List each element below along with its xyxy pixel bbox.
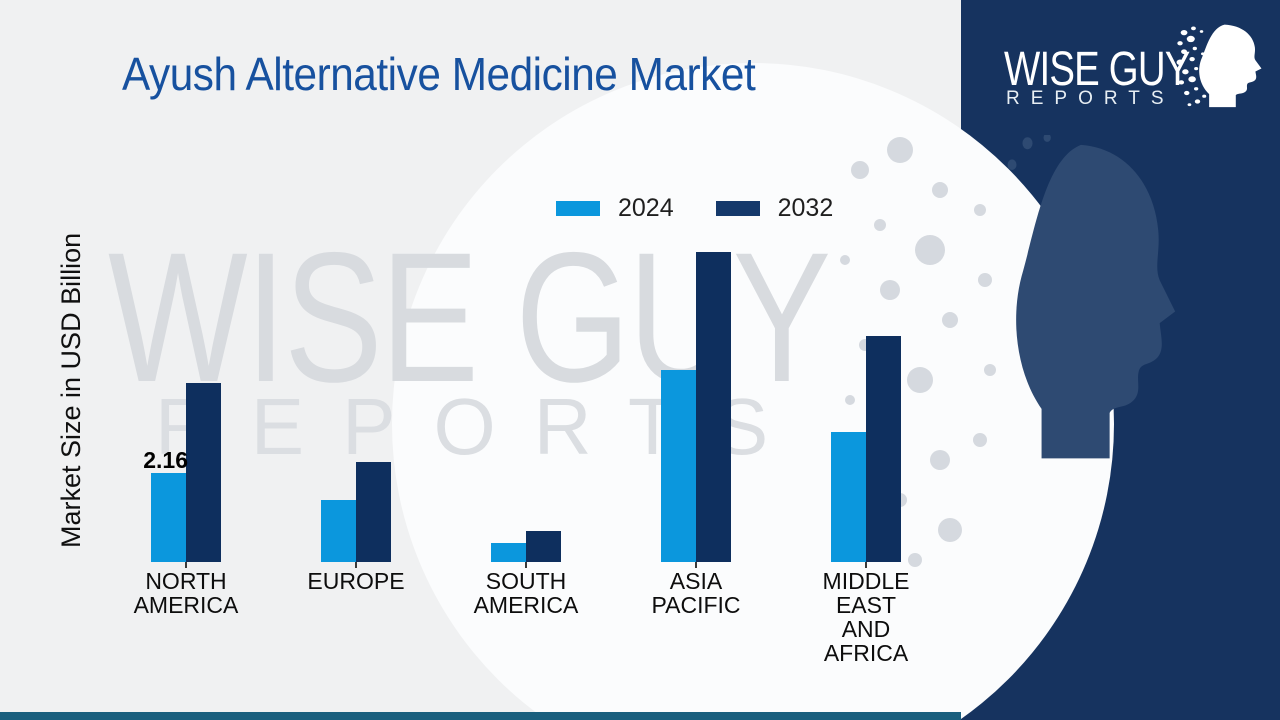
y-axis-label: Market Size in USD Billion: [56, 232, 86, 548]
face-profile-watermark-icon: [1007, 135, 1176, 459]
bar-2032-asia-pacific: [696, 252, 731, 562]
chart-legend: 2024 2032: [556, 196, 833, 221]
legend-item-2032: 2032: [715, 194, 834, 222]
bar-2024-middle-east-and-africa: [831, 432, 866, 562]
logo-subtext: REPORTS: [1006, 88, 1175, 109]
watermark-head-circle: [392, 63, 1114, 720]
bar-2024-south-america: [491, 543, 526, 562]
legend-item-2024: 2024: [556, 196, 674, 221]
bar-2032-north-america: [186, 383, 221, 562]
logo-dotted-head-icon: [1176, 24, 1262, 108]
bar-2024-asia-pacific: [661, 370, 696, 562]
x-axis-tick: [355, 562, 357, 568]
bar-2032-south-america: [526, 531, 561, 562]
bar-value-label: 2.16: [143, 447, 188, 473]
legend-swatch-2024: [556, 201, 600, 216]
bar-2024-europe: [321, 500, 356, 562]
legend-label: 2024: [618, 194, 674, 222]
category-label: NORTH AMERICA: [133, 568, 239, 618]
category-label: SOUTH AMERICA: [473, 568, 579, 618]
category-label: MIDDLE EAST AND AFRICA: [822, 568, 910, 666]
bar-2032-europe: [356, 462, 391, 562]
category-label: EUROPE: [307, 568, 405, 594]
x-axis-tick: [525, 562, 527, 568]
bar-2032-middle-east-and-africa: [866, 336, 901, 562]
legend-swatch-2032: [715, 201, 760, 216]
bottom-accent-bar: [0, 712, 961, 720]
x-axis-tick: [865, 562, 867, 568]
x-axis-tick: [185, 562, 187, 568]
chart-title: Ayush Alternative Medicine Market: [122, 48, 756, 100]
bar-2024-north-america: [151, 473, 186, 562]
watermark-dots-icon: [840, 137, 996, 567]
legend-label: 2032: [777, 194, 834, 222]
category-label: ASIA PACIFIC: [651, 568, 741, 618]
logo-wordmark: WISE GUY: [1004, 43, 1190, 96]
x-axis-tick: [695, 562, 697, 568]
